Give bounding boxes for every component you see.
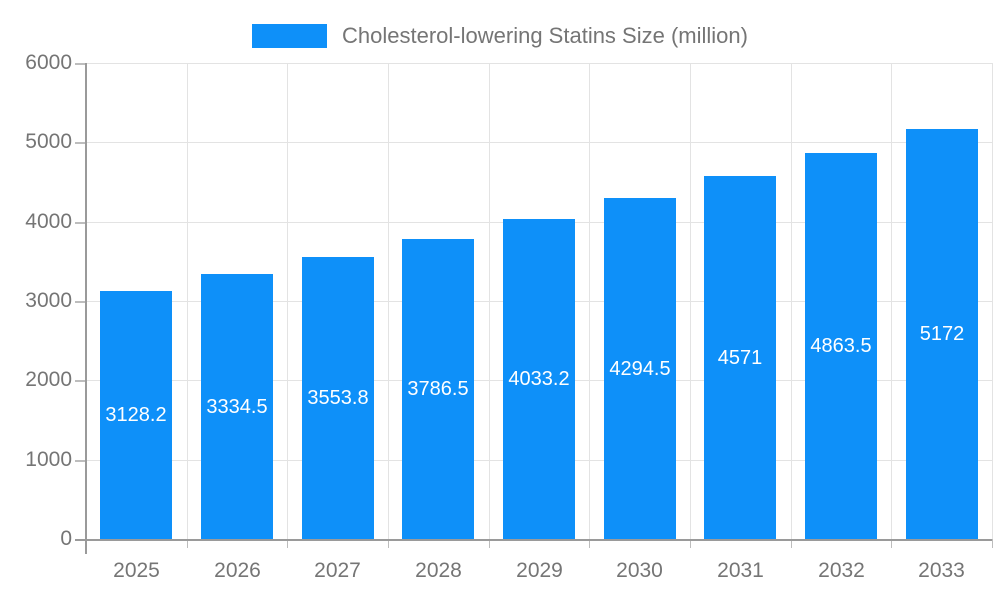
gridline-vertical	[388, 63, 389, 539]
x-axis-tick	[388, 539, 389, 548]
legend-swatch	[252, 24, 328, 48]
y-tick-label: 5000	[25, 130, 72, 153]
bar-value-label: 5172	[919, 323, 965, 345]
x-axis-tick	[791, 539, 792, 548]
bar[interactable]: 4294.5	[604, 198, 676, 539]
y-axis-tick	[75, 222, 86, 224]
bar-value-label: 4571	[717, 347, 763, 369]
bar[interactable]: 3786.5	[402, 239, 474, 539]
bar-value-label: 4863.5	[810, 335, 872, 357]
x-axis-tick	[287, 539, 288, 548]
x-tick-label: 2028	[415, 559, 462, 582]
y-axis-tick	[75, 301, 86, 303]
gridline-vertical	[791, 63, 792, 539]
gridline-horizontal	[86, 63, 992, 64]
bar[interactable]: 5172	[906, 129, 978, 539]
bar-value-label: 4033.2	[508, 368, 570, 390]
y-axis-tick	[75, 142, 86, 144]
gridline-vertical	[992, 63, 993, 539]
bar-value-label: 3786.5	[407, 378, 469, 400]
x-axis-line	[75, 539, 992, 541]
y-axis-tick	[75, 63, 86, 65]
x-axis-tick	[489, 539, 490, 548]
y-tick-label: 4000	[25, 210, 72, 233]
legend-item-statins[interactable]: Cholesterol-lowering Statins Size (milli…	[252, 23, 748, 49]
y-tick-label: 3000	[25, 289, 72, 312]
bar[interactable]: 3334.5	[201, 274, 273, 539]
x-axis-tick	[187, 539, 188, 548]
y-tick-label: 1000	[25, 448, 72, 471]
gridline-horizontal	[86, 142, 992, 143]
gridline-vertical	[489, 63, 490, 539]
gridline-vertical	[187, 63, 188, 539]
bar[interactable]: 3128.2	[100, 291, 172, 539]
legend-label: Cholesterol-lowering Statins Size (milli…	[342, 23, 748, 48]
y-axis-line	[85, 63, 87, 554]
bar-value-label: 3128.2	[105, 404, 167, 426]
x-tick-label: 2027	[314, 559, 361, 582]
bar[interactable]: 4033.2	[503, 219, 575, 539]
gridline-vertical	[287, 63, 288, 539]
bar-value-label: 4294.5	[609, 358, 671, 380]
bar[interactable]: 4571	[704, 176, 776, 539]
bar-value-label: 3553.8	[307, 387, 369, 409]
x-tick-label: 2025	[113, 559, 160, 582]
y-tick-label: 0	[60, 527, 72, 550]
x-tick-label: 2030	[616, 559, 663, 582]
bar[interactable]: 3553.8	[302, 257, 374, 539]
y-axis-tick	[75, 460, 86, 462]
x-axis-tick	[690, 539, 691, 548]
bar[interactable]: 4863.5	[805, 153, 877, 539]
y-tick-label: 6000	[25, 51, 72, 74]
x-tick-label: 2026	[214, 559, 261, 582]
gridline-vertical	[690, 63, 691, 539]
x-axis-tick	[589, 539, 590, 548]
x-tick-label: 2032	[818, 559, 865, 582]
gridline-vertical	[891, 63, 892, 539]
y-axis-tick	[75, 380, 86, 382]
gridline-vertical	[589, 63, 590, 539]
bar-value-label: 3334.5	[206, 396, 268, 418]
x-axis-tick	[992, 539, 993, 548]
x-tick-label: 2029	[516, 559, 563, 582]
legend: Cholesterol-lowering Statins Size (milli…	[0, 23, 1000, 49]
y-tick-label: 2000	[25, 368, 72, 391]
x-tick-label: 2031	[717, 559, 764, 582]
x-tick-label: 2033	[918, 559, 965, 582]
x-axis-tick	[891, 539, 892, 548]
